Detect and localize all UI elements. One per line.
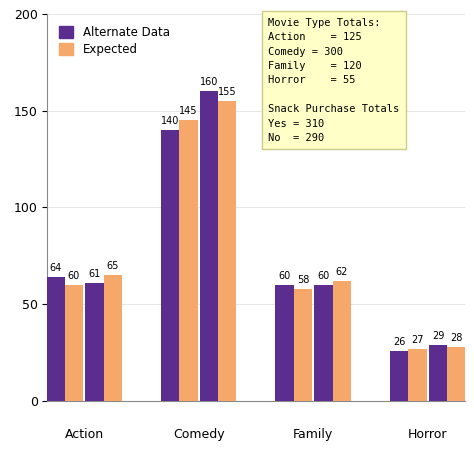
Bar bbox=[200, 91, 218, 401]
Text: 58: 58 bbox=[297, 275, 309, 285]
Text: Horror: Horror bbox=[408, 428, 447, 441]
Bar bbox=[314, 285, 333, 401]
Bar bbox=[85, 283, 103, 401]
Text: 62: 62 bbox=[336, 267, 348, 277]
Text: Action: Action bbox=[64, 428, 104, 441]
Text: 140: 140 bbox=[161, 116, 179, 126]
Text: 29: 29 bbox=[432, 331, 444, 341]
Text: 160: 160 bbox=[200, 77, 218, 88]
Bar bbox=[429, 345, 447, 401]
Bar bbox=[275, 285, 294, 401]
Bar bbox=[409, 349, 427, 401]
Text: 145: 145 bbox=[179, 106, 198, 117]
Bar bbox=[64, 285, 83, 401]
Legend: Alternate Data, Expected: Alternate Data, Expected bbox=[53, 20, 176, 62]
Bar bbox=[333, 281, 351, 401]
Text: 155: 155 bbox=[218, 87, 237, 97]
Text: 61: 61 bbox=[88, 269, 100, 279]
Text: 64: 64 bbox=[49, 263, 62, 273]
Bar bbox=[447, 347, 465, 401]
Bar bbox=[294, 289, 312, 401]
Text: 60: 60 bbox=[279, 271, 291, 281]
Bar bbox=[218, 101, 237, 401]
Text: 65: 65 bbox=[107, 261, 119, 272]
Bar bbox=[103, 275, 122, 401]
Text: 60: 60 bbox=[68, 271, 80, 281]
Text: 60: 60 bbox=[318, 271, 330, 281]
Text: Family: Family bbox=[293, 428, 333, 441]
Text: Movie Type Totals:
Action    = 125
Comedy = 300
Family    = 120
Horror    = 55

: Movie Type Totals: Action = 125 Comedy =… bbox=[268, 18, 400, 143]
Text: Comedy: Comedy bbox=[173, 428, 225, 441]
Bar bbox=[161, 130, 179, 401]
Text: 27: 27 bbox=[411, 335, 424, 345]
Bar bbox=[179, 120, 198, 401]
Bar bbox=[390, 351, 409, 401]
Bar bbox=[46, 277, 64, 401]
Text: 28: 28 bbox=[450, 333, 463, 343]
Text: 26: 26 bbox=[393, 337, 405, 347]
